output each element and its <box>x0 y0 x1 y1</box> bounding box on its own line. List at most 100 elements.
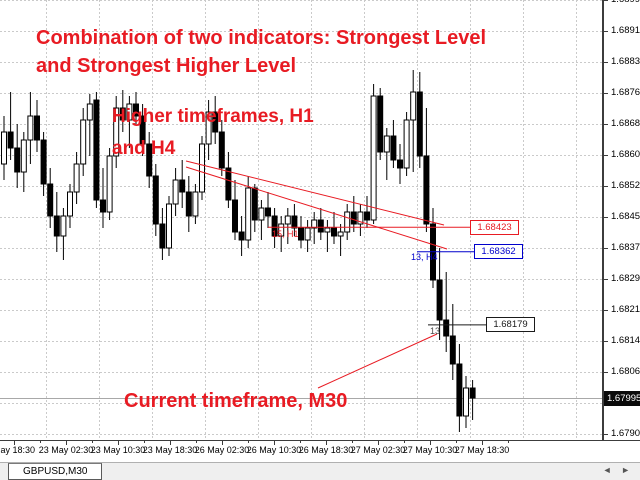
price-axis-tick <box>604 372 608 373</box>
candle <box>443 272 450 352</box>
candle <box>93 92 100 208</box>
candle <box>423 108 430 232</box>
price-axis-label: 1.68295 <box>611 273 640 284</box>
level-lines[interactable] <box>268 226 486 326</box>
candle <box>390 120 397 168</box>
candle <box>291 204 298 236</box>
candle <box>416 72 423 168</box>
candle <box>60 208 67 260</box>
candle <box>449 304 456 380</box>
time-axis-tick <box>326 441 327 445</box>
candle <box>232 180 238 240</box>
candle <box>331 212 337 244</box>
time-axis-tick <box>456 441 457 443</box>
candle <box>403 112 410 176</box>
chart-canvas[interactable] <box>0 0 602 440</box>
level-price-label-h4[interactable]: 1.68362 <box>474 244 523 259</box>
annotation-title-line1: Combination of two indicators: Strongest… <box>36 27 487 49</box>
candle <box>456 344 463 432</box>
candle <box>311 212 318 244</box>
candle <box>7 92 14 160</box>
candle <box>67 184 73 228</box>
level-count-label-h1: 15, H1 <box>272 229 299 239</box>
chart-tab-gbpusd-m30[interactable]: GBPUSD,M30 <box>8 463 103 480</box>
price-axis-tick <box>604 186 608 187</box>
time-axis-label: May 18:30 <box>0 445 36 455</box>
candle <box>271 208 278 248</box>
annotation-higher-tf-line2: and H4 <box>112 138 176 159</box>
candle <box>304 220 311 252</box>
candle <box>212 96 219 144</box>
time-axis-label: 26 May 02:30 <box>194 445 250 455</box>
annotation-higher-timeframes: Higher timeframes, H1 and H4 <box>112 101 314 165</box>
candle <box>40 132 47 196</box>
annotation-title-line2: and Strongest Higher Level <box>36 55 297 77</box>
candle <box>364 196 370 228</box>
grid-lines <box>0 0 602 440</box>
price-axis-tick <box>604 279 608 280</box>
candle <box>119 90 126 132</box>
candle <box>265 192 271 228</box>
time-axis-tick <box>430 441 431 445</box>
time-axis-tick <box>248 441 249 443</box>
current-price-box: 1.67995 <box>604 391 640 406</box>
level-count-label-h4: 13, H4 <box>411 252 438 262</box>
candle <box>80 108 87 176</box>
candle <box>199 136 205 200</box>
time-axis-tick <box>14 441 15 445</box>
candle <box>430 208 436 288</box>
price-axis-tick <box>604 0 608 1</box>
candle <box>410 70 417 172</box>
time-axis-tick <box>300 441 301 443</box>
candle <box>284 208 291 244</box>
time-axis-label: 26 May 18:30 <box>298 445 354 455</box>
price-axis-tick <box>604 155 608 156</box>
time-axis-tick <box>196 441 197 443</box>
price-axis-tick <box>604 310 608 311</box>
candle <box>139 104 146 156</box>
time-axis-label: 23 May 10:30 <box>90 445 146 455</box>
candle <box>245 176 252 248</box>
candle <box>113 96 120 168</box>
candle <box>20 132 27 192</box>
level-count-label-m30: 13 <box>430 326 441 336</box>
time-axis-tick <box>274 441 275 445</box>
candle <box>337 224 344 256</box>
time-axis-tick <box>222 441 223 445</box>
candle <box>1 116 7 180</box>
status-bar: GBPUSD,M30 ◄ ► <box>0 462 640 480</box>
scroll-left-icon[interactable]: ◄ <box>602 465 612 475</box>
candle <box>377 88 384 160</box>
time-axis-tick <box>352 441 353 443</box>
candle <box>469 380 476 420</box>
annotation-title: Combination of two indicators: Strongest… <box>36 24 486 80</box>
candle <box>172 168 179 216</box>
candle <box>370 84 377 224</box>
candle <box>179 160 186 208</box>
level-price-label-h1[interactable]: 1.68423 <box>470 220 519 235</box>
candle <box>73 152 80 204</box>
time-axis-label: 27 May 10:30 <box>402 445 458 455</box>
candle <box>251 184 258 232</box>
price-axis-tick <box>604 62 608 63</box>
time-axis-tick <box>92 441 93 443</box>
time-axis-tick <box>508 441 509 443</box>
time-axis-label: 26 May 10:30 <box>246 445 302 455</box>
level-price-label-m30[interactable]: 1.68179 <box>486 317 535 332</box>
scroll-arrows: ◄ ► <box>596 465 630 475</box>
candle <box>298 216 304 248</box>
candle <box>205 100 212 160</box>
candle <box>397 144 403 184</box>
candle <box>159 208 166 260</box>
scroll-right-icon[interactable]: ► <box>621 465 630 475</box>
chart-area[interactable]: Combination of two indicators: Strongest… <box>0 0 602 440</box>
candle <box>185 176 192 232</box>
price-axis-tick <box>604 434 608 435</box>
price-axis-tick <box>604 31 608 32</box>
price-axis-label: 1.68140 <box>611 335 640 346</box>
price-axis[interactable]: 1.68990 1.68915 1.68835 1.68760 1.68680 1.686… <box>602 0 640 440</box>
candle <box>166 196 172 256</box>
price-axis-label: 1.68450 <box>611 211 640 222</box>
